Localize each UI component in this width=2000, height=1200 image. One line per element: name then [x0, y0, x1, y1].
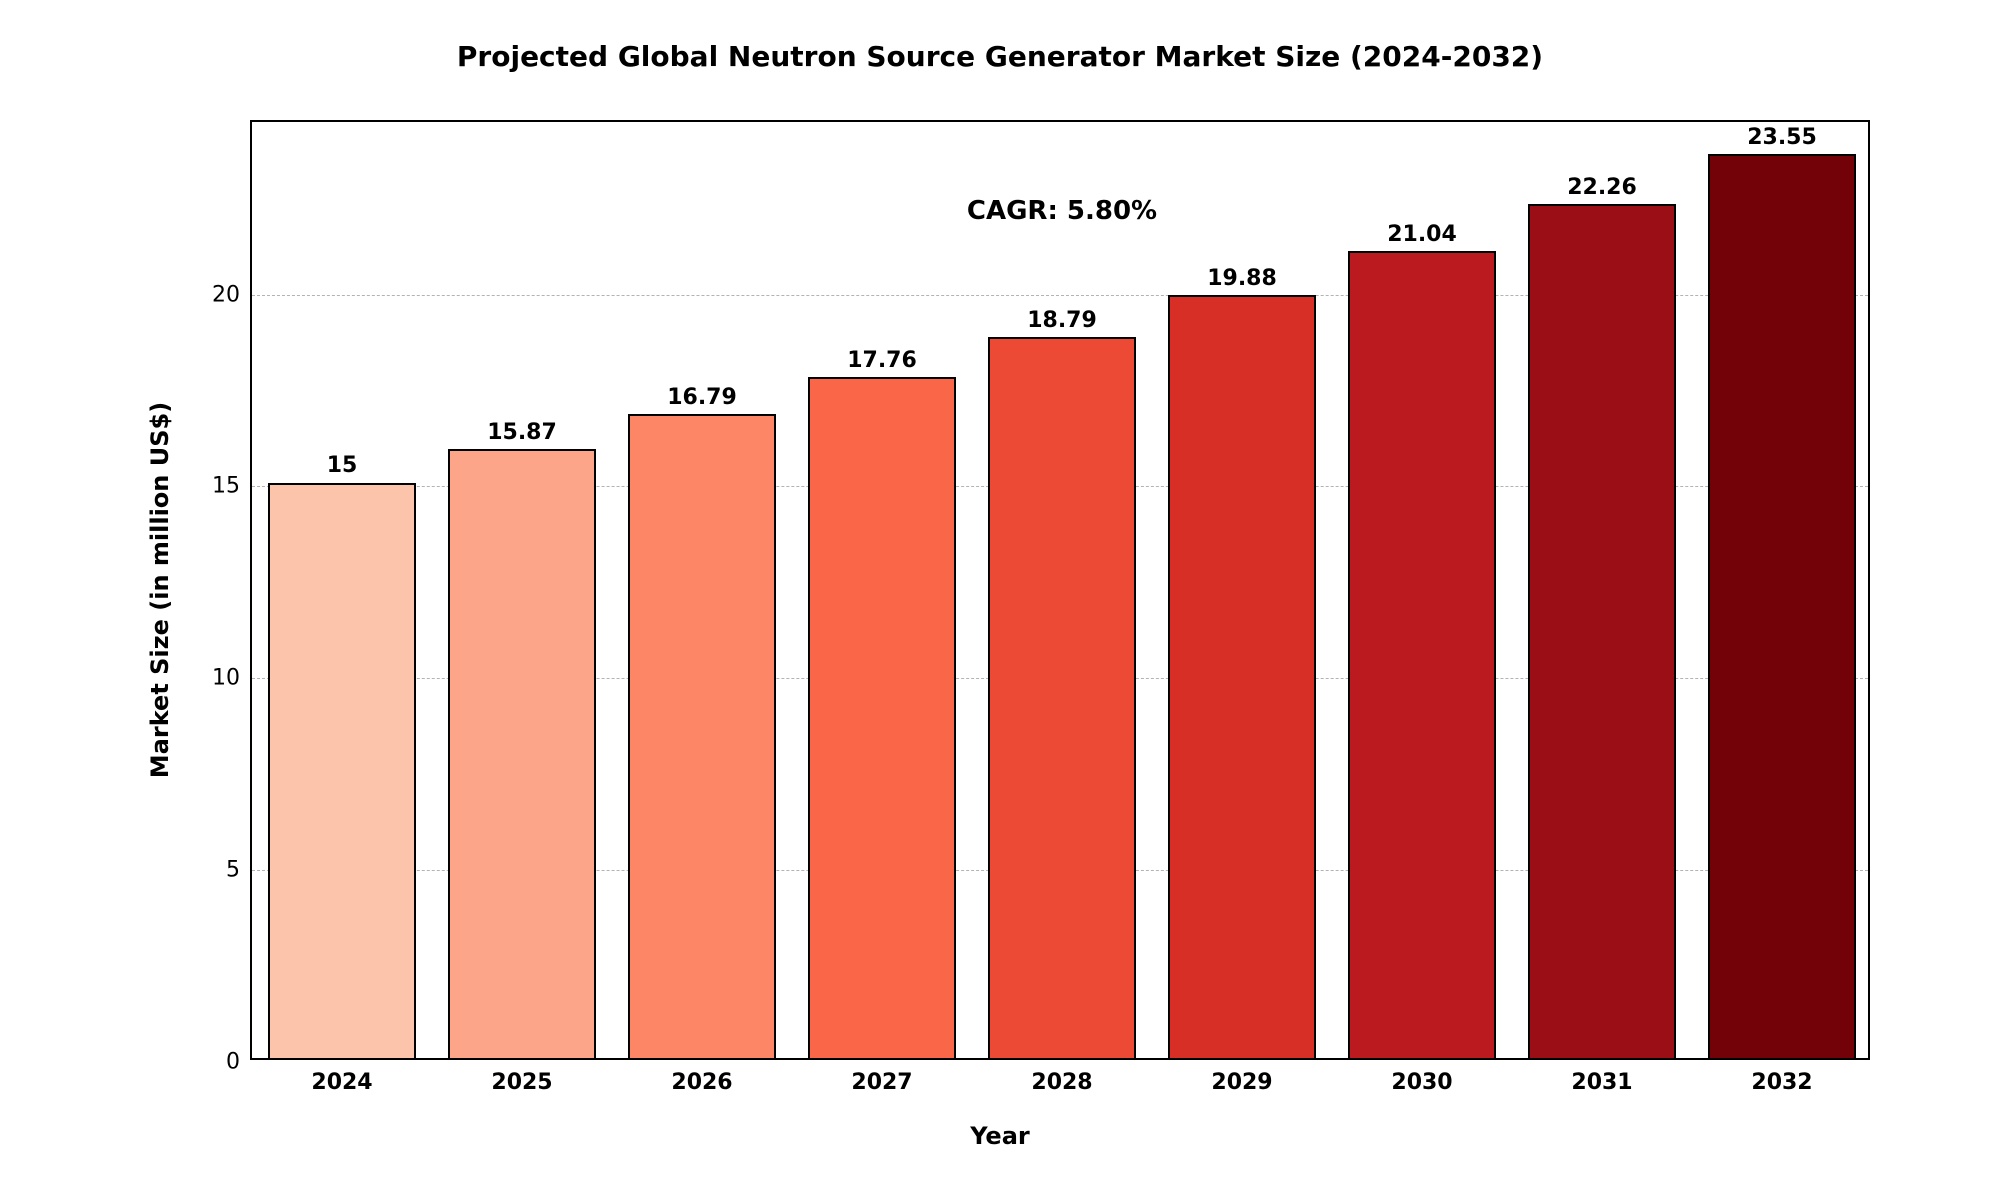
y-tick-label: 20 — [212, 282, 252, 307]
cagr-annotation: CAGR: 5.80% — [967, 196, 1157, 226]
bar — [988, 337, 1136, 1058]
chart-title: Projected Global Neutron Source Generato… — [120, 40, 1880, 73]
x-tick-label: 2025 — [491, 1058, 552, 1095]
y-tick-label: 10 — [212, 666, 252, 691]
bar-value-label: 18.79 — [1027, 308, 1097, 333]
bar-value-label: 17.76 — [847, 348, 917, 373]
bar — [1168, 295, 1316, 1058]
plot-area: 0510152015202415.87202516.79202617.76202… — [250, 120, 1870, 1060]
x-axis-label: Year — [970, 1122, 1029, 1150]
chart-container: Projected Global Neutron Source Generato… — [120, 40, 1880, 1160]
bar — [808, 377, 956, 1058]
bar — [1528, 204, 1676, 1058]
x-tick-label: 2028 — [1031, 1058, 1092, 1095]
y-tick-label: 0 — [226, 1050, 252, 1075]
x-tick-label: 2027 — [851, 1058, 912, 1095]
bar — [628, 414, 776, 1058]
y-tick-label: 15 — [212, 474, 252, 499]
x-tick-label: 2030 — [1391, 1058, 1452, 1095]
bar-value-label: 16.79 — [667, 385, 737, 410]
bar-value-label: 15.87 — [487, 420, 557, 445]
x-tick-label: 2026 — [671, 1058, 732, 1095]
bar-value-label: 21.04 — [1387, 222, 1457, 247]
bar-value-label: 23.55 — [1747, 125, 1817, 150]
bar — [448, 449, 596, 1058]
bar — [1708, 154, 1856, 1058]
bar-value-label: 19.88 — [1207, 266, 1277, 291]
bar — [268, 483, 416, 1059]
x-tick-label: 2032 — [1751, 1058, 1812, 1095]
bar-value-label: 15 — [327, 453, 358, 478]
x-tick-label: 2024 — [311, 1058, 372, 1095]
x-tick-label: 2031 — [1571, 1058, 1632, 1095]
y-axis-label: Market Size (in million US$) — [146, 402, 174, 778]
bar — [1348, 251, 1496, 1058]
x-tick-label: 2029 — [1211, 1058, 1272, 1095]
bar-value-label: 22.26 — [1567, 175, 1637, 200]
y-tick-label: 5 — [226, 858, 252, 883]
